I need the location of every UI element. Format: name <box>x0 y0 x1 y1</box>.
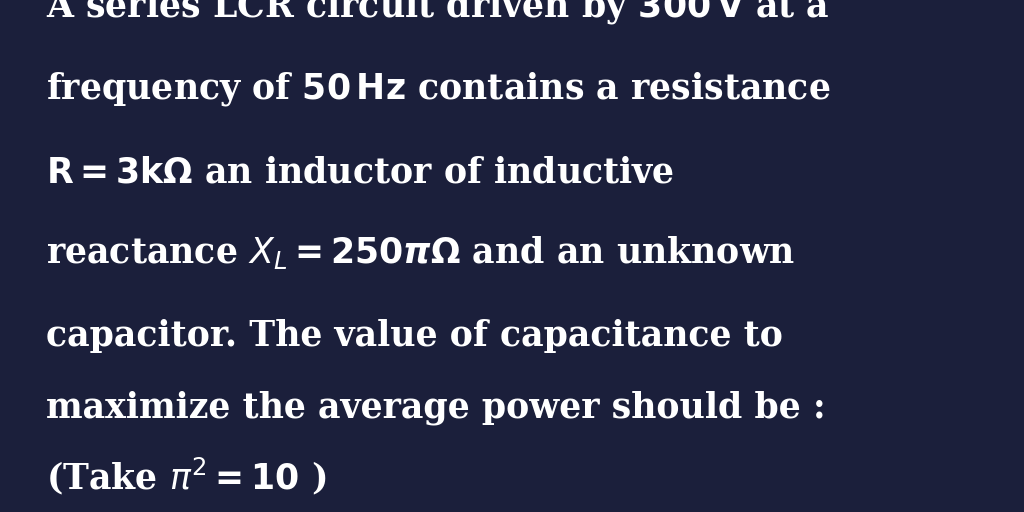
Text: maximize the average power should be :: maximize the average power should be : <box>46 391 825 425</box>
Text: A series LCR circuit driven by $\mathbf{300\,V}$ at a: A series LCR circuit driven by $\mathbf{… <box>46 0 829 26</box>
Text: $\mathbf{R = 3k\Omega}$ an inductor of inductive: $\mathbf{R = 3k\Omega}$ an inductor of i… <box>46 156 675 189</box>
Text: capacitor. The value of capacitance to: capacitor. The value of capacitance to <box>46 319 783 353</box>
Text: reactance $\boldsymbol{X_L = 250\pi\Omega}$ and an unknown: reactance $\boldsymbol{X_L = 250\pi\Omeg… <box>46 234 796 271</box>
Text: frequency of $\mathbf{50\,Hz}$ contains a resistance: frequency of $\mathbf{50\,Hz}$ contains … <box>46 70 830 108</box>
Text: (Take $\boldsymbol{\pi^2 = 10}$ ): (Take $\boldsymbol{\pi^2 = 10}$ ) <box>46 455 327 497</box>
